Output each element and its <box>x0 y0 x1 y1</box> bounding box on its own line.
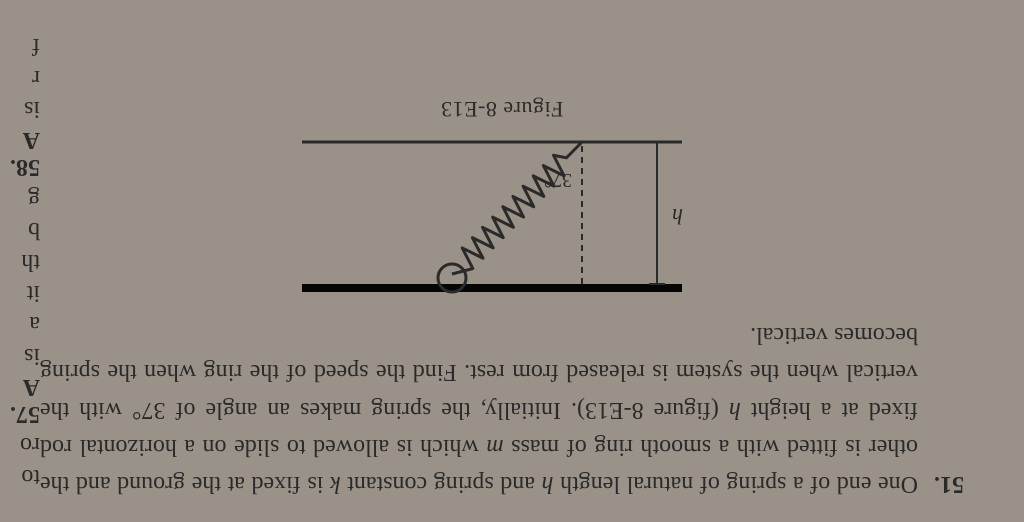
page-fragment: 58. A <box>0 126 48 180</box>
page-fragment: to <box>21 463 48 490</box>
page-fragment: is <box>24 342 48 369</box>
svg-text:h: h <box>672 204 683 229</box>
page-fragment: b <box>28 216 48 243</box>
page-fragment: 57. A <box>0 373 48 427</box>
svg-text:37°: 37° <box>544 169 572 191</box>
page-fragment: it <box>27 279 48 306</box>
figure-diagram: h 37° <box>292 132 712 302</box>
page-fragment: ro <box>20 431 48 458</box>
page-fragment: is <box>24 95 48 122</box>
problem-number: 51. <box>926 316 964 502</box>
page-fragment: r <box>32 64 48 91</box>
problem-51: 51. One end of a spring of natural lengt… <box>40 316 964 502</box>
problem-text: One end of a spring of natural length h … <box>40 316 918 502</box>
page-fragment: g <box>28 185 48 212</box>
page-fragment: th <box>21 248 48 275</box>
page-fragment: f <box>32 32 48 59</box>
figure-caption: Figure 8-E13 <box>292 96 712 122</box>
page-fragment: a <box>29 310 48 337</box>
figure-8-e13: h 37° Figure 8-E13 <box>292 96 712 302</box>
next-page-fragments: to ro 57. A is a it th bg 58. A is rf <box>0 0 48 522</box>
